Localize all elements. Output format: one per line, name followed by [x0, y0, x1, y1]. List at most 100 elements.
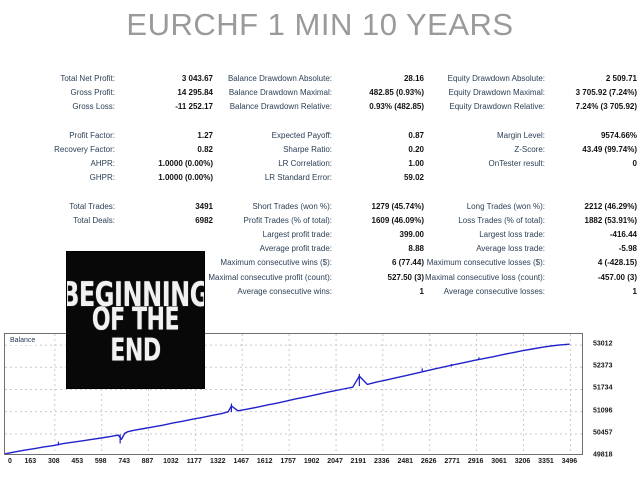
stat-row: Maximal consecutive loss (count): -457.00… [424, 273, 637, 287]
stat-row: Expected Payoff: 0.87 [211, 131, 424, 145]
stat-label: LR Standard Error: [264, 173, 332, 183]
stat-row: Equity Drawdown Maximal: 3 705.92 (7.24%) [424, 88, 637, 102]
stat-value: 8.88 [408, 244, 424, 254]
y-axis-tick-label: 51734 [593, 384, 613, 392]
stat-row-spacer [211, 117, 424, 131]
stat-value: 1 [419, 286, 424, 296]
stat-label: Z-Score: [514, 144, 545, 154]
stat-label: Maximal consecutive profit (count): [208, 272, 332, 282]
stat-row-spacer [0, 188, 213, 202]
overlay-line-1: BEGINNING [67, 274, 204, 314]
stat-label: Balance Drawdown Relative: [229, 102, 332, 112]
stat-row-spacer [424, 188, 637, 202]
x-axis-tick-label: 743 [118, 458, 130, 465]
profit-column: Total Net Profit: 3 043.67 Gross Profit: 14… [0, 74, 213, 230]
equity-drawdown-column: Equity Drawdown Absolute: 2 509.71 Equity … [424, 74, 637, 301]
stat-row: Recovery Factor: 0.82 [0, 145, 213, 159]
stat-row: Short Trades (won %): 1279 (45.74%) [211, 202, 424, 216]
stat-value: 1.00 [408, 159, 424, 169]
stat-label: Largest profit trade: [262, 230, 332, 240]
stat-row: AHPR: 1.0000 (0.00%) [0, 159, 213, 173]
stat-row: OnTester result: 0 [424, 159, 637, 173]
stat-label: OnTester result: [488, 159, 545, 169]
stat-row: Profit Trades (% of total): 1609 (46.09%) [211, 216, 424, 230]
stat-row: Maximum consecutive wins ($): 6 (77.44) [211, 258, 424, 272]
stat-row-spacer [424, 173, 637, 187]
stat-value: 1.0000 (0.00%) [158, 173, 213, 183]
stat-label: Average consecutive wins: [237, 286, 332, 296]
chart-y-axis: 53012 52373 51734 51096 50457 49818 [587, 333, 640, 461]
stat-value: 3 705.92 (7.24%) [575, 88, 637, 98]
stat-value: 3 043.67 [181, 74, 213, 83]
overlay-line-2: OF THE END [91, 301, 180, 368]
stat-label: Sharpe Ratio: [283, 144, 332, 154]
stat-label: Short Trades (won %): [252, 201, 332, 211]
stat-row: Equity Drawdown Absolute: 2 509.71 [424, 74, 637, 88]
x-axis-tick-label: 308 [47, 458, 60, 465]
stat-row-spacer [0, 117, 213, 131]
stat-row: Total Net Profit: 3 043.67 [0, 74, 213, 88]
stat-row: Z-Score: 43.49 (99.74%) [424, 145, 637, 159]
stat-value: 4 (-428.15) [597, 258, 637, 268]
x-axis-tick-label: 1177 [186, 458, 202, 465]
stat-label: Margin Level: [496, 130, 545, 140]
stat-label: Profit Trades (% of total): [243, 215, 332, 225]
x-axis-tick-label: 1612 [256, 458, 273, 465]
stat-row: Maximum consecutive losses ($): 4 (-428.1… [424, 258, 637, 272]
stat-value: 1 [632, 286, 637, 296]
stat-row: Loss Trades (% of total): 1882 (53.91%) [424, 216, 637, 230]
x-axis-tick-label: 2626 [420, 458, 437, 465]
stat-row: LR Correlation: 1.00 [211, 159, 424, 173]
stat-value: 6982 [195, 215, 213, 225]
stat-label: Total Deals: [73, 215, 115, 225]
stat-value: -11 252.17 [175, 102, 213, 112]
x-axis-tick-label: 1467 [233, 458, 250, 465]
balance-drawdown-column: Balance Drawdown Absolute: 28.16 Balance D… [208, 74, 424, 301]
stat-value: 527.50 (3) [387, 272, 424, 282]
x-axis-tick-label: 2771 [444, 458, 460, 465]
stat-label: Total Trades: [69, 201, 115, 211]
chart-legend-balance: Balance [9, 336, 37, 345]
stat-label: Recovery Factor: [54, 144, 115, 154]
stat-row: Largest loss trade: -416.44 [424, 230, 637, 244]
balance-equity-curve [5, 343, 570, 454]
x-axis-tick-label: 887 [141, 458, 154, 465]
stat-label: Equity Drawdown Relative: [449, 102, 545, 112]
x-axis-tick-label: 3061 [491, 458, 507, 465]
stat-row: GHPR: 1.0000 (0.00%) [0, 173, 213, 187]
stat-row: Equity Drawdown Relative: 7.24% (3 705.92… [424, 102, 637, 116]
stat-value: 1.27 [197, 130, 213, 140]
x-axis-tick-label: 163 [24, 458, 37, 465]
stat-row: Largest profit trade: 399.00 [211, 230, 424, 244]
stat-value: 0 [632, 159, 637, 169]
x-axis-tick-label: 3496 [561, 458, 578, 465]
report-title-bar: EURCHF 1 MIN 10 YEARS [0, 4, 640, 48]
stat-row: LR Standard Error: 59.02 [211, 173, 424, 187]
stat-label: Balance Drawdown Maximal: [228, 88, 332, 98]
stat-value: -457.00 (3) [597, 272, 637, 282]
stat-value: 3491 [195, 201, 213, 211]
x-axis-tick-label: 2916 [467, 458, 484, 465]
stat-label: Loss Trades (% of total): [458, 215, 545, 225]
stat-value: 6 (77.44) [391, 258, 424, 268]
stat-value: 1279 (45.74%) [371, 201, 424, 211]
stat-value: 0.82 [197, 144, 213, 154]
stat-row: Total Deals: 6982 [0, 216, 213, 230]
stat-value: 0.87 [408, 130, 424, 140]
overlay-image-text: BEGINNING OF THE END [67, 252, 204, 388]
stat-row: Long Trades (won %): 2212 (46.29%) [424, 202, 637, 216]
stat-value: 7.24% (3 705.92) [575, 102, 637, 112]
stat-value: 14 295.84 [177, 88, 213, 98]
stat-row-spacer [424, 117, 637, 131]
beginning-of-the-end-image: BEGINNING OF THE END [67, 252, 204, 388]
x-axis-tick-label: 2481 [397, 458, 414, 465]
stat-label: Maximum consecutive wins ($): [220, 258, 332, 268]
stat-value: 2212 (46.29%) [584, 201, 637, 211]
stat-label: Balance Drawdown Absolute: [227, 74, 332, 83]
stat-row: Maximal consecutive profit (count): 527.5… [208, 272, 424, 287]
stat-label: Maximal consecutive loss (count): [424, 272, 545, 282]
x-axis-tick-label: 2047 [327, 458, 343, 465]
page-title: EURCHF 1 MIN 10 YEARS [126, 7, 514, 42]
stat-label: Average loss trade: [476, 244, 545, 254]
x-axis-tick-label: 3351 [538, 458, 554, 465]
